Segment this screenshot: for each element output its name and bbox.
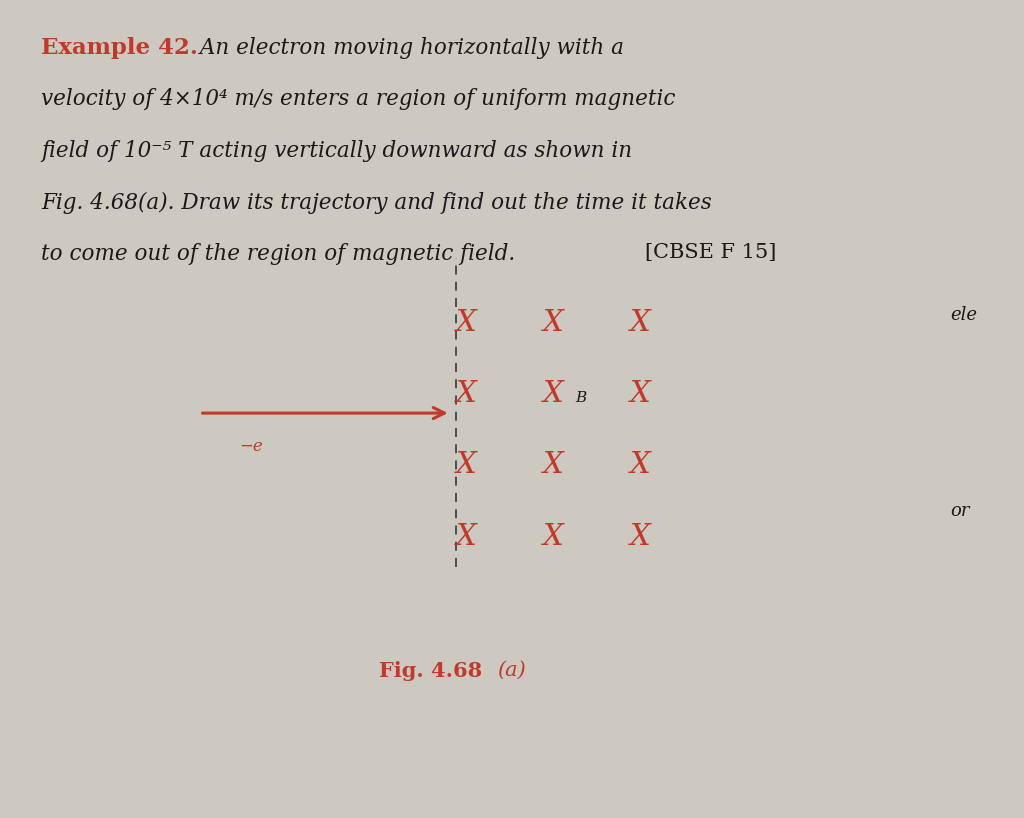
Text: B: B — [575, 391, 587, 406]
Text: or: or — [950, 502, 970, 520]
Text: X: X — [543, 523, 563, 551]
Text: X: X — [630, 452, 650, 479]
Text: X: X — [543, 452, 563, 479]
Text: velocity of 4×10⁴ m/s enters a region of uniform magnetic: velocity of 4×10⁴ m/s enters a region of… — [41, 88, 676, 110]
Text: Fig. 4.68(a). Draw its trajectory and find out the time it takes: Fig. 4.68(a). Draw its trajectory and fi… — [41, 191, 712, 213]
Text: field of 10⁻⁵ T acting vertically downward as shown in: field of 10⁻⁵ T acting vertically downwa… — [41, 140, 632, 162]
Text: X: X — [630, 309, 650, 337]
Text: X: X — [456, 309, 476, 337]
Text: X: X — [630, 523, 650, 551]
Text: X: X — [456, 452, 476, 479]
Text: (a): (a) — [497, 661, 525, 681]
Text: X: X — [543, 309, 563, 337]
Text: X: X — [456, 523, 476, 551]
Text: X: X — [456, 380, 476, 408]
Text: Example 42.: Example 42. — [41, 37, 198, 59]
Text: Fig. 4.68: Fig. 4.68 — [379, 661, 482, 681]
Text: −e: −e — [239, 438, 263, 455]
Text: [CBSE F 15]: [CBSE F 15] — [645, 243, 776, 262]
Text: to come out of the region of magnetic field.: to come out of the region of magnetic fi… — [41, 243, 515, 265]
Text: ele: ele — [950, 306, 977, 324]
Text: X: X — [543, 380, 563, 408]
Text: An electron moving horizontally with a: An electron moving horizontally with a — [193, 37, 624, 59]
Text: X: X — [630, 380, 650, 408]
